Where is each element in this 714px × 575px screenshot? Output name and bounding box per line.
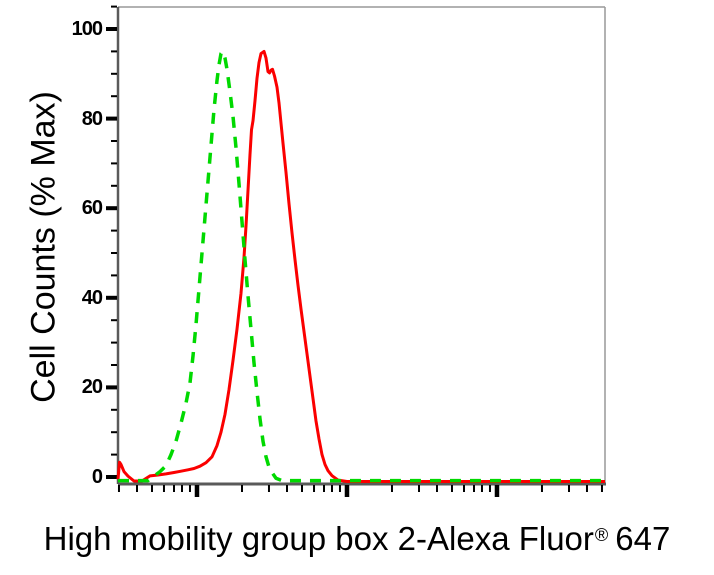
x-axis-title: High mobility group box 2-Alexa Fluor® 64… — [44, 520, 671, 558]
y-tick-label-100: 100 — [71, 18, 103, 40]
registered-trademark-icon: ® — [594, 524, 609, 545]
y-tick-label-20: 20 — [81, 376, 103, 399]
y-tick-label-40: 40 — [81, 286, 103, 309]
y-tick-label-0: 0 — [91, 466, 103, 488]
x-axis-title-text: High mobility group box 2-Alexa Fluor — [43, 520, 594, 557]
green-dashed-curve — [118, 49, 605, 483]
y-tick-label-60: 60 — [81, 197, 103, 220]
y-axis-title: Cell Counts (% Max) — [24, 91, 63, 403]
red-solid-curve — [116, 49, 605, 483]
x-axis-title-suffix: 647 — [615, 520, 671, 557]
y-tick-label-80: 80 — [81, 107, 103, 130]
